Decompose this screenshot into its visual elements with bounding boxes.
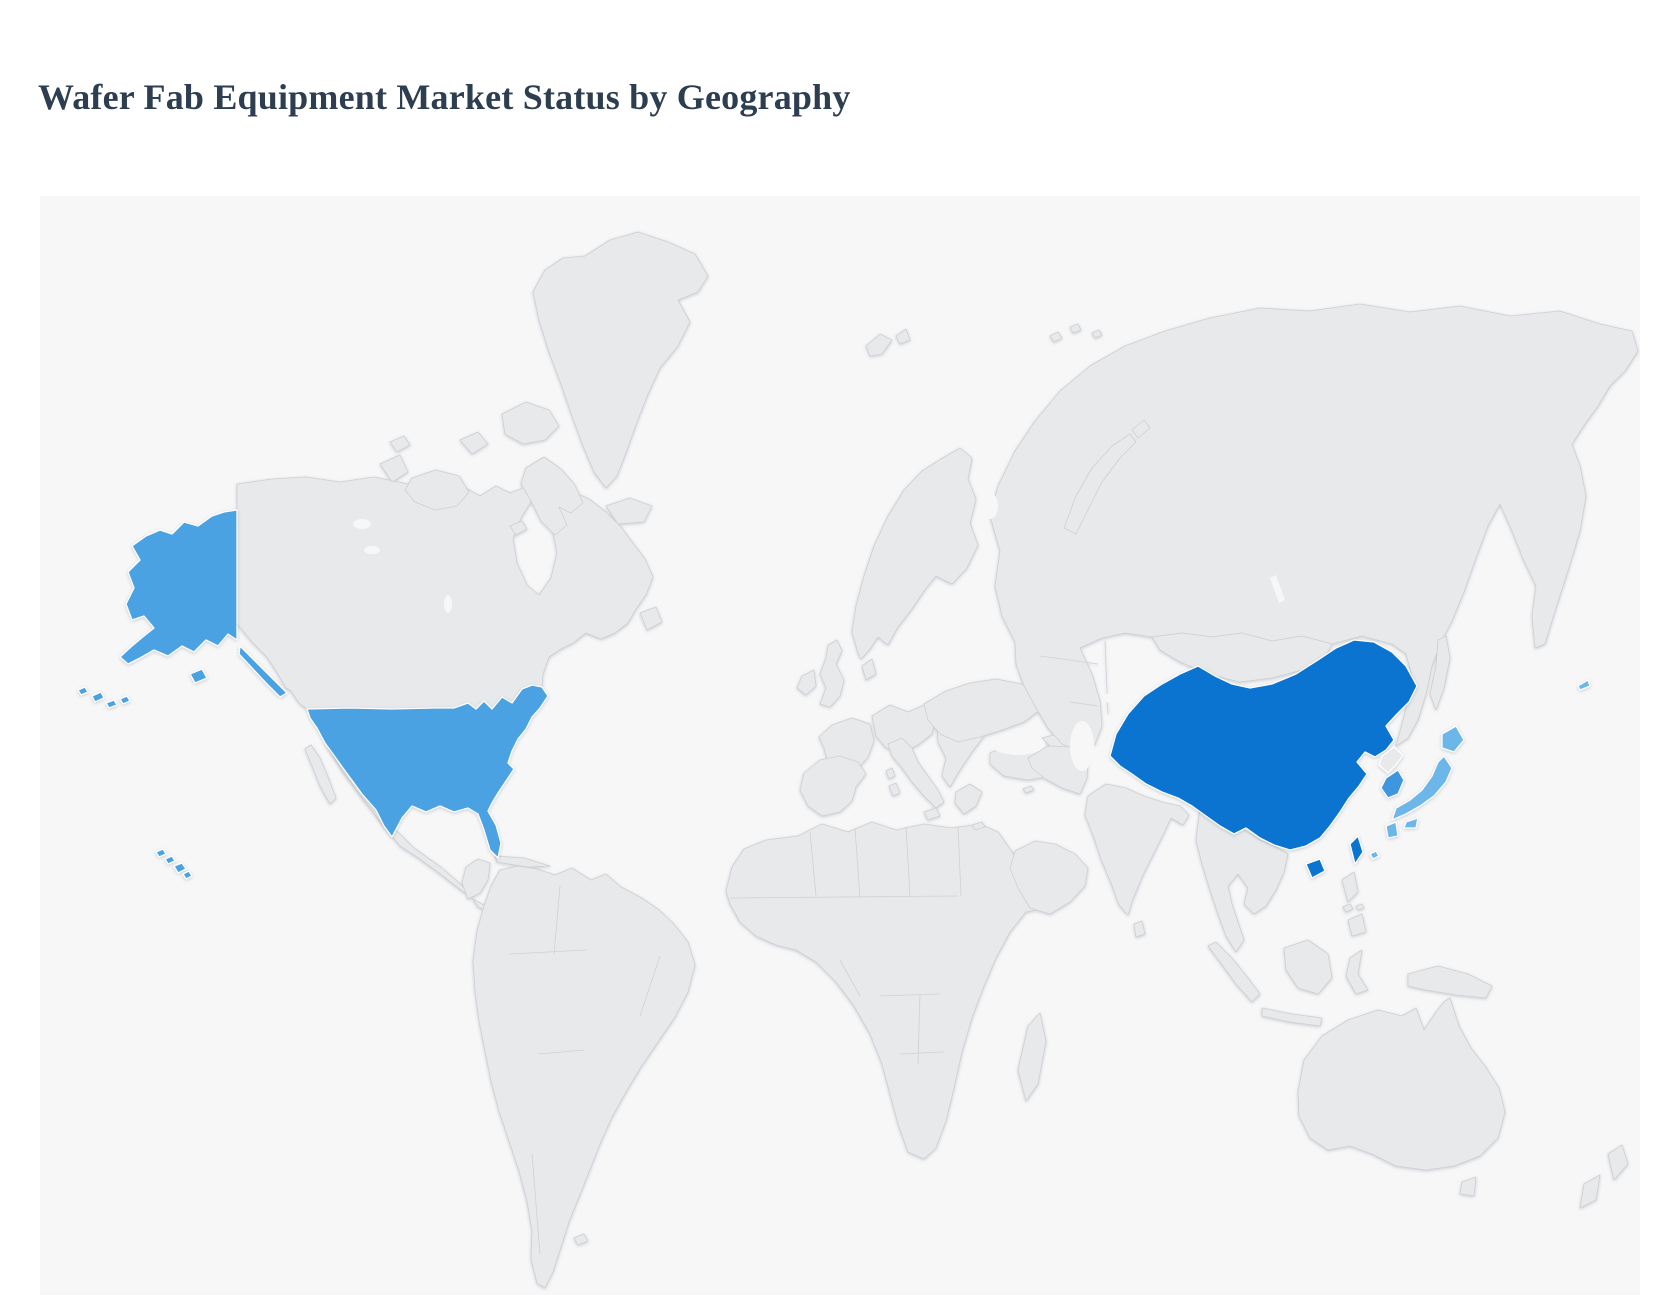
region-iberia[interactable]: [799, 755, 867, 817]
highlight-layer: [77, 509, 1591, 880]
yucatan-peninsula[interactable]: [461, 858, 491, 900]
country-madagascar[interactable]: [1017, 1012, 1047, 1102]
country-south-korea[interactable]: [1380, 769, 1405, 799]
black-sea: [991, 733, 1045, 755]
great-slave-lake: [364, 546, 380, 554]
arctic-islands-eurasia[interactable]: [865, 323, 1151, 535]
region-scandinavia[interactable]: [851, 447, 979, 681]
country-australia[interactable]: [1297, 997, 1506, 1197]
lake-winnipeg: [444, 595, 452, 613]
island-sakhalin[interactable]: [1429, 635, 1451, 711]
country-greece[interactable]: [954, 783, 1035, 831]
world-map: [77, 231, 1639, 1289]
continent-africa[interactable]: [725, 821, 1055, 1160]
country-new-zealand[interactable]: [1579, 1144, 1629, 1209]
canada-arctic-islands[interactable]: [379, 401, 663, 631]
island-hainan[interactable]: [1305, 858, 1326, 879]
country-china[interactable]: [1109, 639, 1418, 851]
lake-balkhash: [1144, 676, 1166, 682]
country-united-states-alaska[interactable]: [77, 509, 238, 709]
white-sea: [982, 493, 998, 519]
baja-california[interactable]: [304, 744, 337, 805]
lake-baikal: [1270, 575, 1285, 603]
landmass-layer: [236, 231, 1639, 1289]
great-bear-lake: [353, 519, 371, 529]
region-arabia[interactable]: [1009, 840, 1089, 915]
country-greenland[interactable]: [532, 231, 709, 489]
caspian-sea: [1070, 721, 1094, 771]
aral-sea: [1104, 693, 1116, 703]
region-eastern-europe[interactable]: [923, 678, 1043, 743]
country-ireland[interactable]: [796, 669, 817, 696]
country-taiwan[interactable]: [1349, 835, 1364, 865]
continent-south-america[interactable]: [472, 865, 696, 1289]
region-indochina[interactable]: [1195, 807, 1289, 953]
internal-borders: [509, 640, 1109, 1255]
country-india[interactable]: [1084, 783, 1190, 938]
country-iceland[interactable]: [605, 497, 653, 525]
region-indonesia[interactable]: [1207, 939, 1493, 1027]
country-united-kingdom[interactable]: [819, 639, 845, 708]
country-united-states-mainland[interactable]: [306, 684, 549, 859]
country-north-korea[interactable]: [1378, 746, 1404, 774]
country-italy[interactable]: [885, 737, 945, 821]
world-map-panel: [40, 196, 1640, 1295]
country-japan[interactable]: [1369, 679, 1591, 860]
country-canada[interactable]: [236, 476, 654, 710]
country-russia-north-asia[interactable]: [989, 303, 1639, 753]
page-title: Wafer Fab Equipment Market Status by Geo…: [38, 77, 851, 117]
region-central-europe[interactable]: [871, 704, 937, 753]
country-philippines[interactable]: [1341, 871, 1367, 937]
alaska-panhandle[interactable]: [238, 645, 288, 698]
state-hawaii[interactable]: [155, 848, 193, 880]
